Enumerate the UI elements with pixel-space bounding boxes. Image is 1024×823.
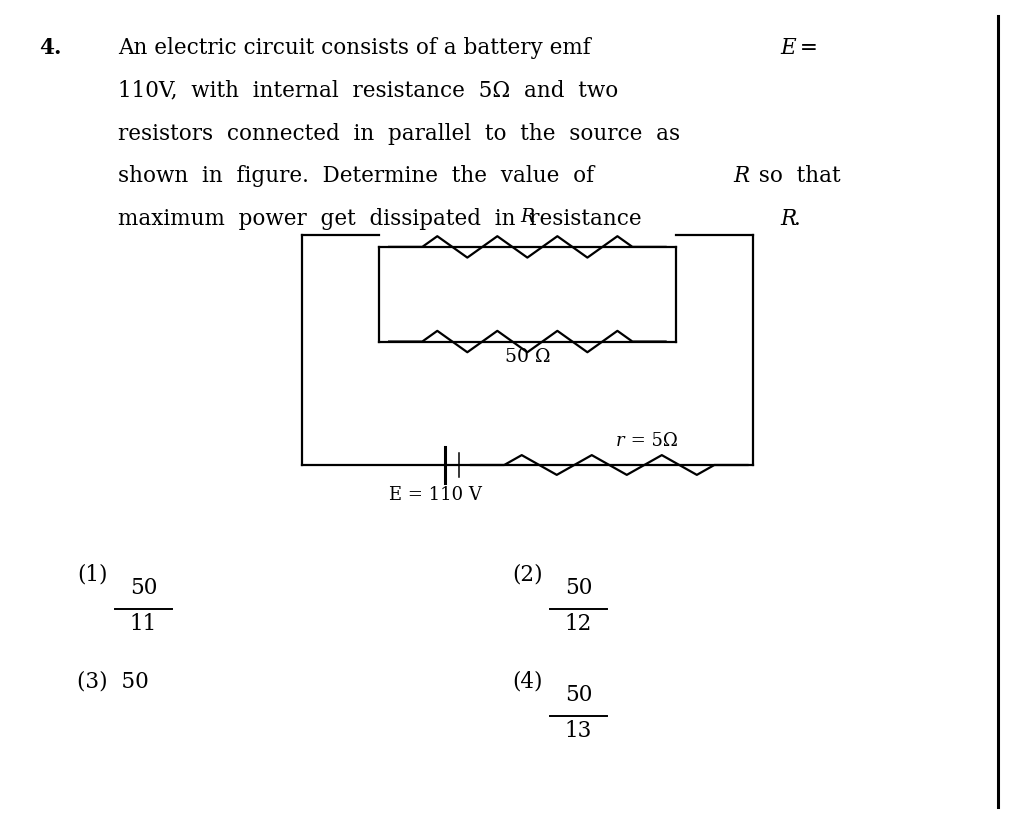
Text: (1): (1) xyxy=(77,564,108,586)
Text: 110V,  with  internal  resistance  5Ω  and  two: 110V, with internal resistance 5Ω and tw… xyxy=(118,80,618,102)
Text: so  that: so that xyxy=(745,165,841,188)
Text: An electric circuit consists of a battery emf: An electric circuit consists of a batter… xyxy=(118,37,597,59)
Text: 50: 50 xyxy=(565,577,592,599)
Text: 12: 12 xyxy=(565,613,592,635)
Text: resistors  connected  in  parallel  to  the  source  as: resistors connected in parallel to the s… xyxy=(118,123,680,145)
Text: r: r xyxy=(616,432,625,450)
Text: 50 Ω: 50 Ω xyxy=(505,348,550,366)
Text: .: . xyxy=(794,208,801,230)
Text: maximum  power  get  dissipated  in  resistance: maximum power get dissipated in resistan… xyxy=(118,208,655,230)
Text: = 5Ω: = 5Ω xyxy=(625,432,678,450)
Text: R: R xyxy=(520,208,535,226)
Text: R: R xyxy=(780,208,797,230)
Text: (2): (2) xyxy=(512,564,543,586)
Text: shown  in  figure.  Determine  the  value  of: shown in figure. Determine the value of xyxy=(118,165,607,188)
Text: R: R xyxy=(733,165,750,188)
Text: (4): (4) xyxy=(512,671,543,693)
Text: 13: 13 xyxy=(565,720,592,742)
Text: 4.: 4. xyxy=(39,37,61,59)
Text: 50: 50 xyxy=(565,684,592,706)
Text: (3)  50: (3) 50 xyxy=(77,671,148,693)
Text: 11: 11 xyxy=(130,613,157,635)
Text: E: E xyxy=(780,37,796,59)
Text: =: = xyxy=(793,37,817,59)
Text: E = 110 V: E = 110 V xyxy=(389,486,481,504)
Text: 50: 50 xyxy=(130,577,157,599)
